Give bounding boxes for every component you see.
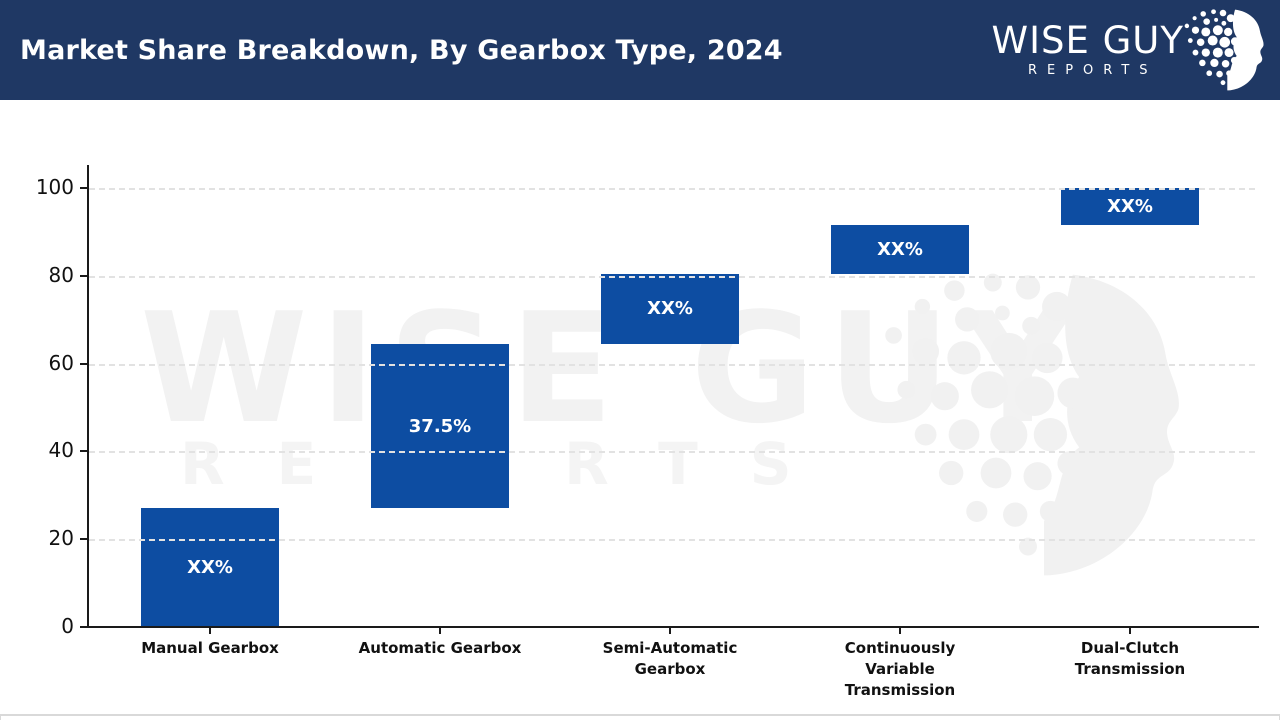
x-tick-mark: [1129, 628, 1131, 634]
x-category-label: Semi-Automatic Gearbox: [602, 639, 738, 678]
x-tick-mark: [669, 628, 671, 634]
page-title: Market Share Breakdown, By Gearbox Type,…: [20, 34, 783, 66]
brand-subtitle: REPORTS: [1027, 62, 1158, 78]
bar-value-label: XX%: [877, 238, 923, 260]
x-tick-mark: [899, 628, 901, 634]
y-tick-label: 20: [48, 526, 74, 551]
x-category-label: Automatic Gearbox: [358, 639, 522, 657]
y-tick-mark: [80, 626, 87, 628]
figure-bottom-border: [0, 714, 1280, 716]
brand-logo: WISE GUY REPORTS: [992, 6, 1266, 94]
bar-5: XX%: [1061, 188, 1199, 226]
x-category-label: Continuously Variable Transmission: [844, 639, 956, 699]
y-tick-mark: [80, 274, 87, 277]
bar-value-label: XX%: [647, 298, 693, 320]
x-axis-spine: [87, 626, 1259, 628]
bar-value-label: XX%: [1107, 196, 1153, 218]
x-tick-mark: [209, 628, 211, 634]
dotted-head-icon: [1184, 9, 1264, 91]
bar-2: 37.5%: [371, 343, 509, 509]
x-tick-mark: [439, 628, 441, 634]
header-bar: Market Share Breakdown, By Gearbox Type,…: [0, 0, 1280, 100]
gridline-60: [89, 363, 1255, 366]
gridline-100: [89, 188, 1255, 190]
gridline-20: [89, 539, 1255, 542]
watermark-subtitle-text: REPORTS: [180, 430, 844, 498]
brand-name: WISE GUY: [991, 19, 1184, 63]
y-tick-mark: [80, 538, 87, 541]
y-tick-label: 40: [48, 438, 74, 463]
bar-1: XX%: [141, 508, 279, 627]
y-tick-label: 60: [48, 350, 74, 375]
bar-value-label: XX%: [187, 557, 233, 579]
y-tick-label: 80: [48, 262, 74, 287]
y-tick-mark: [80, 362, 87, 365]
bar-4: XX%: [831, 225, 969, 274]
y-tick-label: 0: [61, 614, 74, 638]
x-category-label: Dual-Clutch Transmission: [1074, 639, 1186, 678]
watermark-head-icon: [885, 273, 1179, 576]
y-tick-mark: [80, 187, 87, 189]
y-tick-label: 100: [35, 175, 74, 199]
bar-3: XX%: [601, 273, 739, 344]
x-category-label: Manual Gearbox: [141, 639, 279, 657]
y-axis-spine: [87, 165, 89, 628]
bar-value-label: 37.5%: [408, 415, 472, 437]
chart-area: WISE GUY REPORTS 0 20 40 60 80 100 XX% Manual G…: [0, 100, 1280, 715]
brand-logo-text: WISE GUY REPORTS: [991, 19, 1184, 78]
gridline-40: [89, 451, 1255, 454]
gridline-80: [89, 275, 1255, 278]
y-tick-mark: [80, 450, 87, 453]
